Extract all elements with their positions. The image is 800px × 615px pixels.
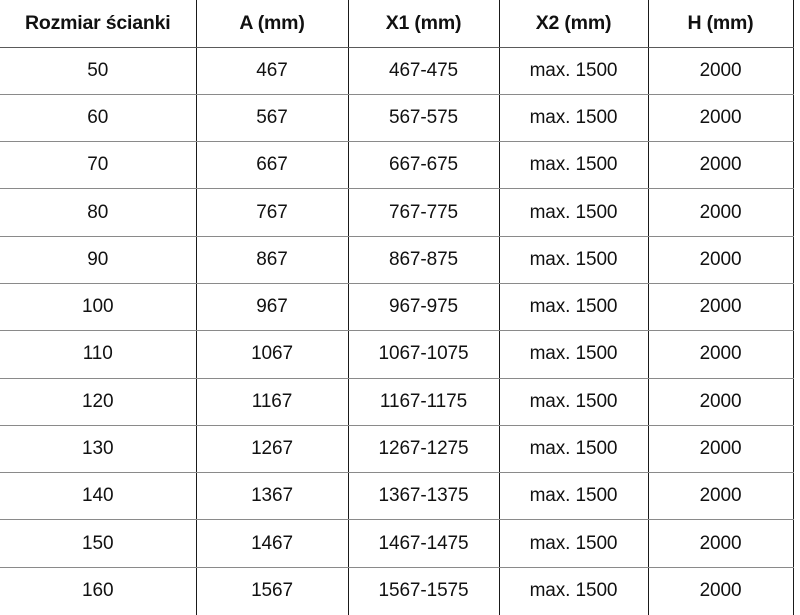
cell-h: 2000 [648,472,794,521]
cell-a: 1067 [196,330,349,379]
table-row: 60 567 567-575 max. 1500 2000 [0,94,794,143]
cell-h: 2000 [648,378,794,426]
cell-a: 1167 [196,378,349,426]
cell-size: 80 [0,188,197,237]
cell-x1: 1367-1375 [348,472,500,521]
column-header-a: A (mm) [196,0,349,48]
cell-size: 140 [0,472,197,521]
cell-a: 467 [196,47,349,95]
table-header-row: Rozmiar ścianki A (mm) X1 (mm) X2 (mm) H… [0,0,794,48]
cell-h: 2000 [648,519,794,568]
cell-size: 130 [0,425,197,474]
cell-x1: 667-675 [348,141,500,190]
table-row: 160 1567 1567-1575 max. 1500 2000 [0,567,794,615]
cell-size: 110 [0,330,197,379]
column-header-h: H (mm) [648,0,794,48]
table-row: 90 867 867-875 max. 1500 2000 [0,236,794,284]
table-row: 130 1267 1267-1275 max. 1500 2000 [0,425,794,474]
table-body: 50 467 467-475 max. 1500 2000 60 567 567-575 max… [0,47,794,615]
cell-x2: max. 1500 [499,141,649,190]
cell-x1: 1567-1575 [348,567,500,615]
table-header: Rozmiar ścianki A (mm) X1 (mm) X2 (mm) H… [0,0,794,48]
cell-size: 60 [0,94,197,143]
cell-a: 1367 [196,472,349,521]
column-header-x1: X1 (mm) [348,0,500,48]
cell-h: 2000 [648,141,794,190]
column-header-size: Rozmiar ścianki [0,0,197,48]
cell-a: 1467 [196,519,349,568]
cell-a: 867 [196,236,349,284]
cell-size: 150 [0,519,197,568]
cell-x1: 1067-1075 [348,330,500,379]
cell-size: 120 [0,378,197,426]
cell-a: 1567 [196,567,349,615]
cell-size: 160 [0,567,197,615]
cell-a: 567 [196,94,349,143]
cell-a: 1267 [196,425,349,474]
cell-h: 2000 [648,94,794,143]
cell-size: 70 [0,141,197,190]
cell-h: 2000 [648,47,794,95]
table-row: 50 467 467-475 max. 1500 2000 [0,47,794,95]
cell-x2: max. 1500 [499,283,649,332]
table-row: 80 767 767-775 max. 1500 2000 [0,188,794,237]
cell-a: 967 [196,283,349,332]
cell-x2: max. 1500 [499,378,649,426]
table-row: 110 1067 1067-1075 max. 1500 2000 [0,330,794,379]
cell-x2: max. 1500 [499,519,649,568]
cell-x2: max. 1500 [499,567,649,615]
cell-x2: max. 1500 [499,94,649,143]
cell-h: 2000 [648,188,794,237]
table-row: 150 1467 1467-1475 max. 1500 2000 [0,519,794,568]
cell-a: 767 [196,188,349,237]
cell-h: 2000 [648,283,794,332]
cell-x1: 467-475 [348,47,500,95]
cell-x1: 967-975 [348,283,500,332]
cell-size: 50 [0,47,197,95]
cell-x2: max. 1500 [499,472,649,521]
cell-x1: 1467-1475 [348,519,500,568]
cell-x1: 867-875 [348,236,500,284]
table-row: 100 967 967-975 max. 1500 2000 [0,283,794,332]
table-row: 70 667 667-675 max. 1500 2000 [0,141,794,190]
column-header-x2: X2 (mm) [499,0,649,48]
cell-x1: 767-775 [348,188,500,237]
cell-x2: max. 1500 [499,47,649,95]
cell-x2: max. 1500 [499,425,649,474]
cell-x2: max. 1500 [499,236,649,284]
table-row: 120 1167 1167-1175 max. 1500 2000 [0,378,794,426]
cell-x2: max. 1500 [499,188,649,237]
cell-h: 2000 [648,425,794,474]
table-row: 140 1367 1367-1375 max. 1500 2000 [0,472,794,521]
cell-h: 2000 [648,567,794,615]
cell-x1: 1167-1175 [348,378,500,426]
cell-h: 2000 [648,330,794,379]
cell-x1: 567-575 [348,94,500,143]
cell-a: 667 [196,141,349,190]
cell-size: 100 [0,283,197,332]
cell-x2: max. 1500 [499,330,649,379]
cell-x1: 1267-1275 [348,425,500,474]
cell-h: 2000 [648,236,794,284]
cell-size: 90 [0,236,197,284]
